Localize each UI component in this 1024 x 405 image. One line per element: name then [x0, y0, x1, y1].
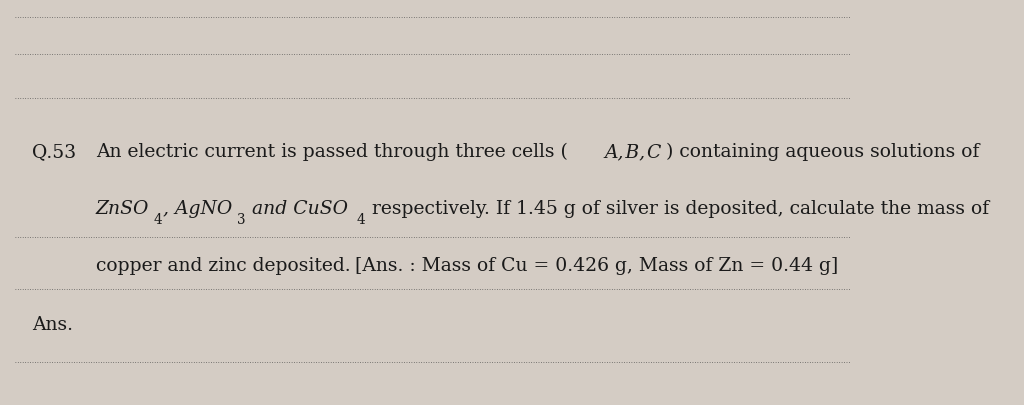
- Text: 3: 3: [238, 213, 246, 227]
- Text: A, B, C: A, B, C: [604, 143, 662, 161]
- Text: Q.53: Q.53: [33, 143, 77, 161]
- Text: respectively. If 1.45 g of silver is deposited, calculate the mass of: respectively. If 1.45 g of silver is dep…: [366, 200, 989, 217]
- Text: copper and zinc deposited.: copper and zinc deposited.: [96, 256, 350, 274]
- Text: Ans.: Ans.: [33, 315, 74, 333]
- Text: 4: 4: [356, 213, 365, 227]
- Text: ZnSO: ZnSO: [96, 200, 150, 217]
- Text: An electric current is passed through three cells (: An electric current is passed through th…: [96, 143, 567, 161]
- Text: , AgNO: , AgNO: [163, 200, 231, 217]
- Text: and CuSO: and CuSO: [247, 200, 348, 217]
- Text: 4: 4: [154, 213, 162, 227]
- Text: [Ans. : Mass of Cu = 0.426 g, Mass of Zn = 0.44 g]: [Ans. : Mass of Cu = 0.426 g, Mass of Zn…: [355, 256, 839, 274]
- Text: ) containing aqueous solutions of: ) containing aqueous solutions of: [667, 143, 980, 161]
